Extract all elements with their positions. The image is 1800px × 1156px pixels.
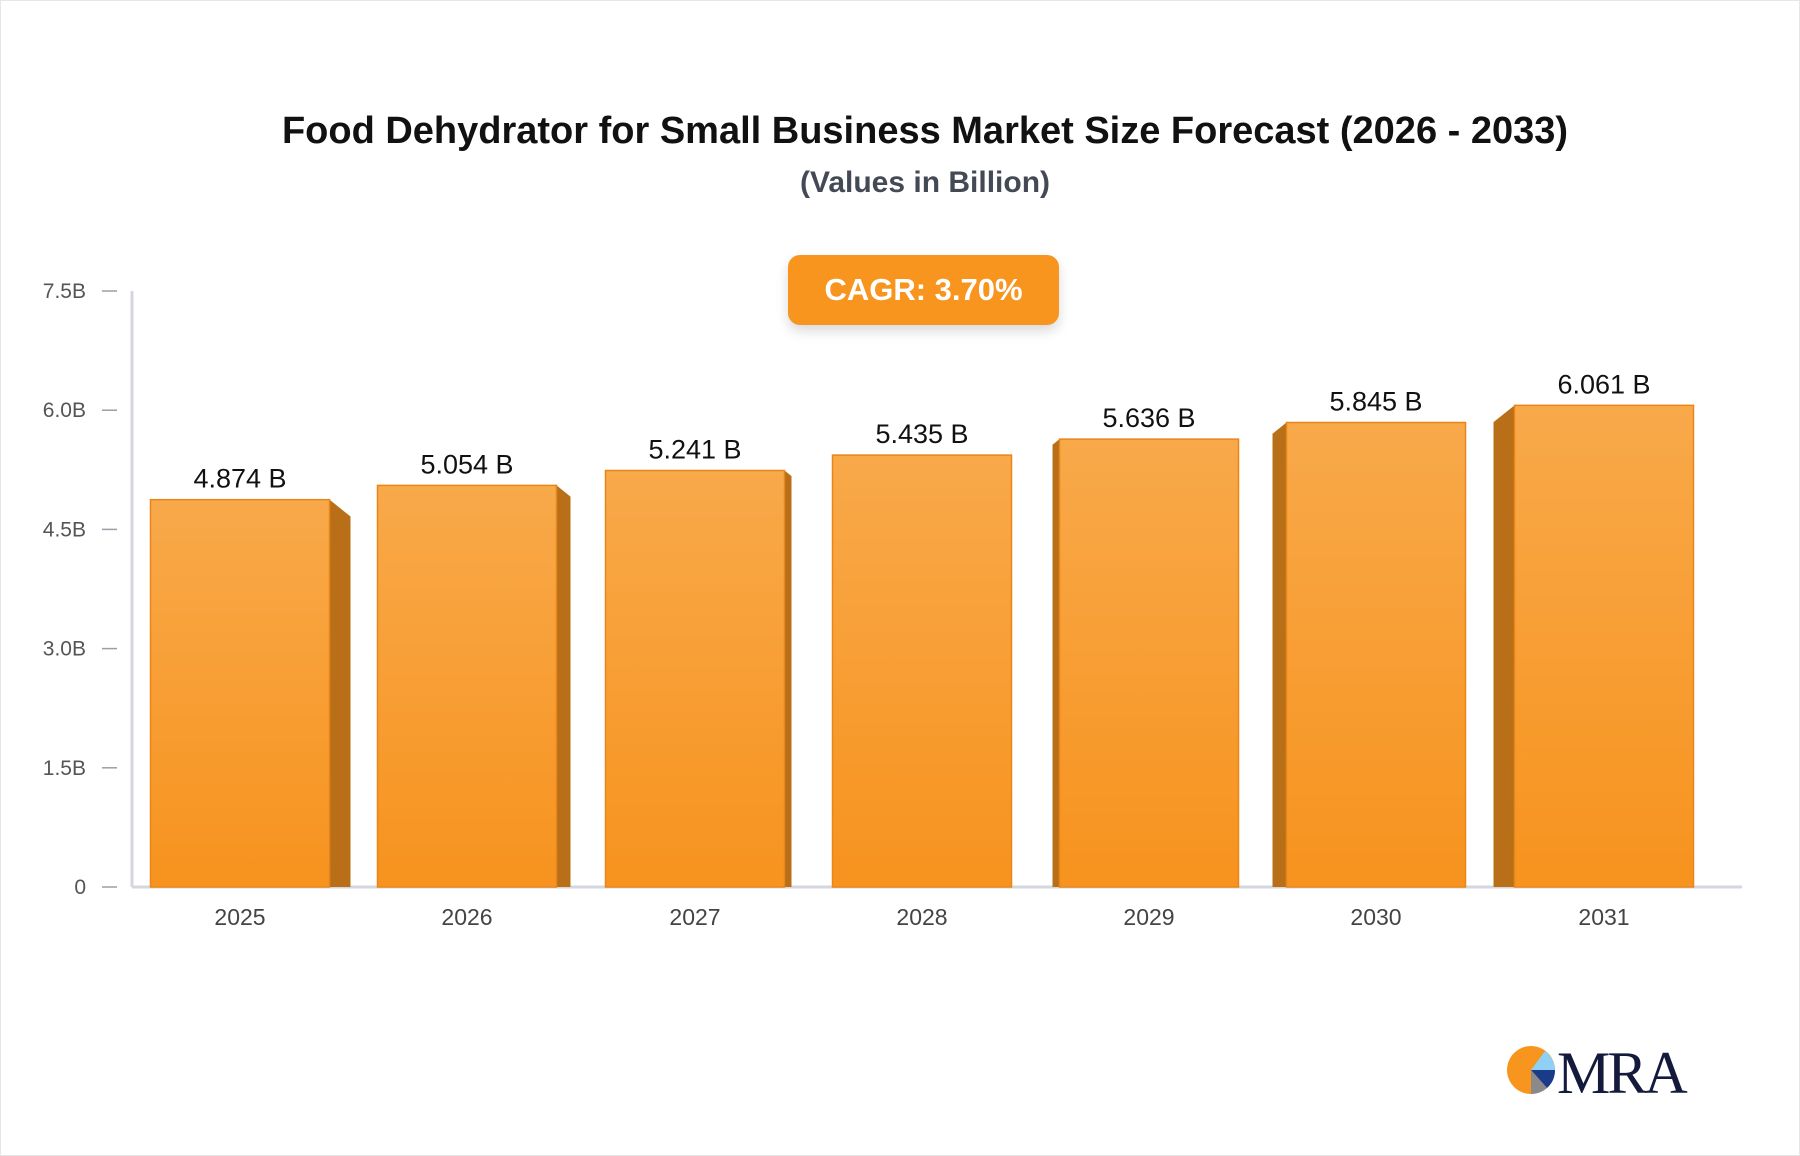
bar-2030: [1285, 421, 1467, 888]
data-label: 4.874 B: [193, 464, 286, 494]
bar-2026: [376, 484, 558, 888]
chart-subtitle: (Values in Billion): [799, 166, 1051, 199]
chart-title: Food Dehydrator for Small Business Marke…: [281, 110, 1569, 152]
cagr-badge: CAGR: 3.70%: [788, 255, 1059, 325]
y-tick-label: 6.0B: [43, 399, 86, 422]
bar-2028: [831, 454, 1013, 888]
mra-logo: MRA: [1505, 1040, 1695, 1100]
x-tick-label: 2025: [214, 904, 265, 930]
y-tick-label: 3.0B: [43, 638, 86, 661]
bar-2025: [149, 498, 331, 888]
data-label: 5.636 B: [1102, 403, 1195, 433]
bar-side: [1493, 405, 1515, 887]
bar-2027: [604, 469, 786, 888]
bar-side: [556, 485, 571, 887]
data-label: 5.241 B: [648, 435, 741, 465]
data-label: 5.054 B: [420, 449, 513, 479]
x-tick-label: 2030: [1350, 904, 1401, 930]
y-tick-label: 7.5B: [43, 280, 86, 303]
bar-2031: [1513, 404, 1695, 888]
bar-side: [329, 499, 351, 887]
data-label: 6.061 B: [1557, 369, 1650, 399]
x-tick-label: 2031: [1578, 904, 1629, 930]
x-tick-label: 2026: [441, 904, 492, 930]
y-tick-label: 1.5B: [43, 757, 86, 780]
bar-side: [1052, 439, 1060, 887]
bar-side: [784, 470, 792, 887]
y-tick-label: 0: [74, 876, 86, 899]
logo-text: MRA: [1557, 1040, 1687, 1100]
x-tick-label: 2029: [1123, 904, 1174, 930]
x-tick-label: 2028: [896, 904, 947, 930]
y-tick-label: 4.5B: [43, 518, 86, 541]
bar-2029: [1058, 438, 1240, 888]
x-tick-label: 2027: [669, 904, 720, 930]
data-label: 5.435 B: [875, 419, 968, 449]
bar-side: [1272, 422, 1287, 887]
data-label: 5.845 B: [1329, 387, 1422, 417]
